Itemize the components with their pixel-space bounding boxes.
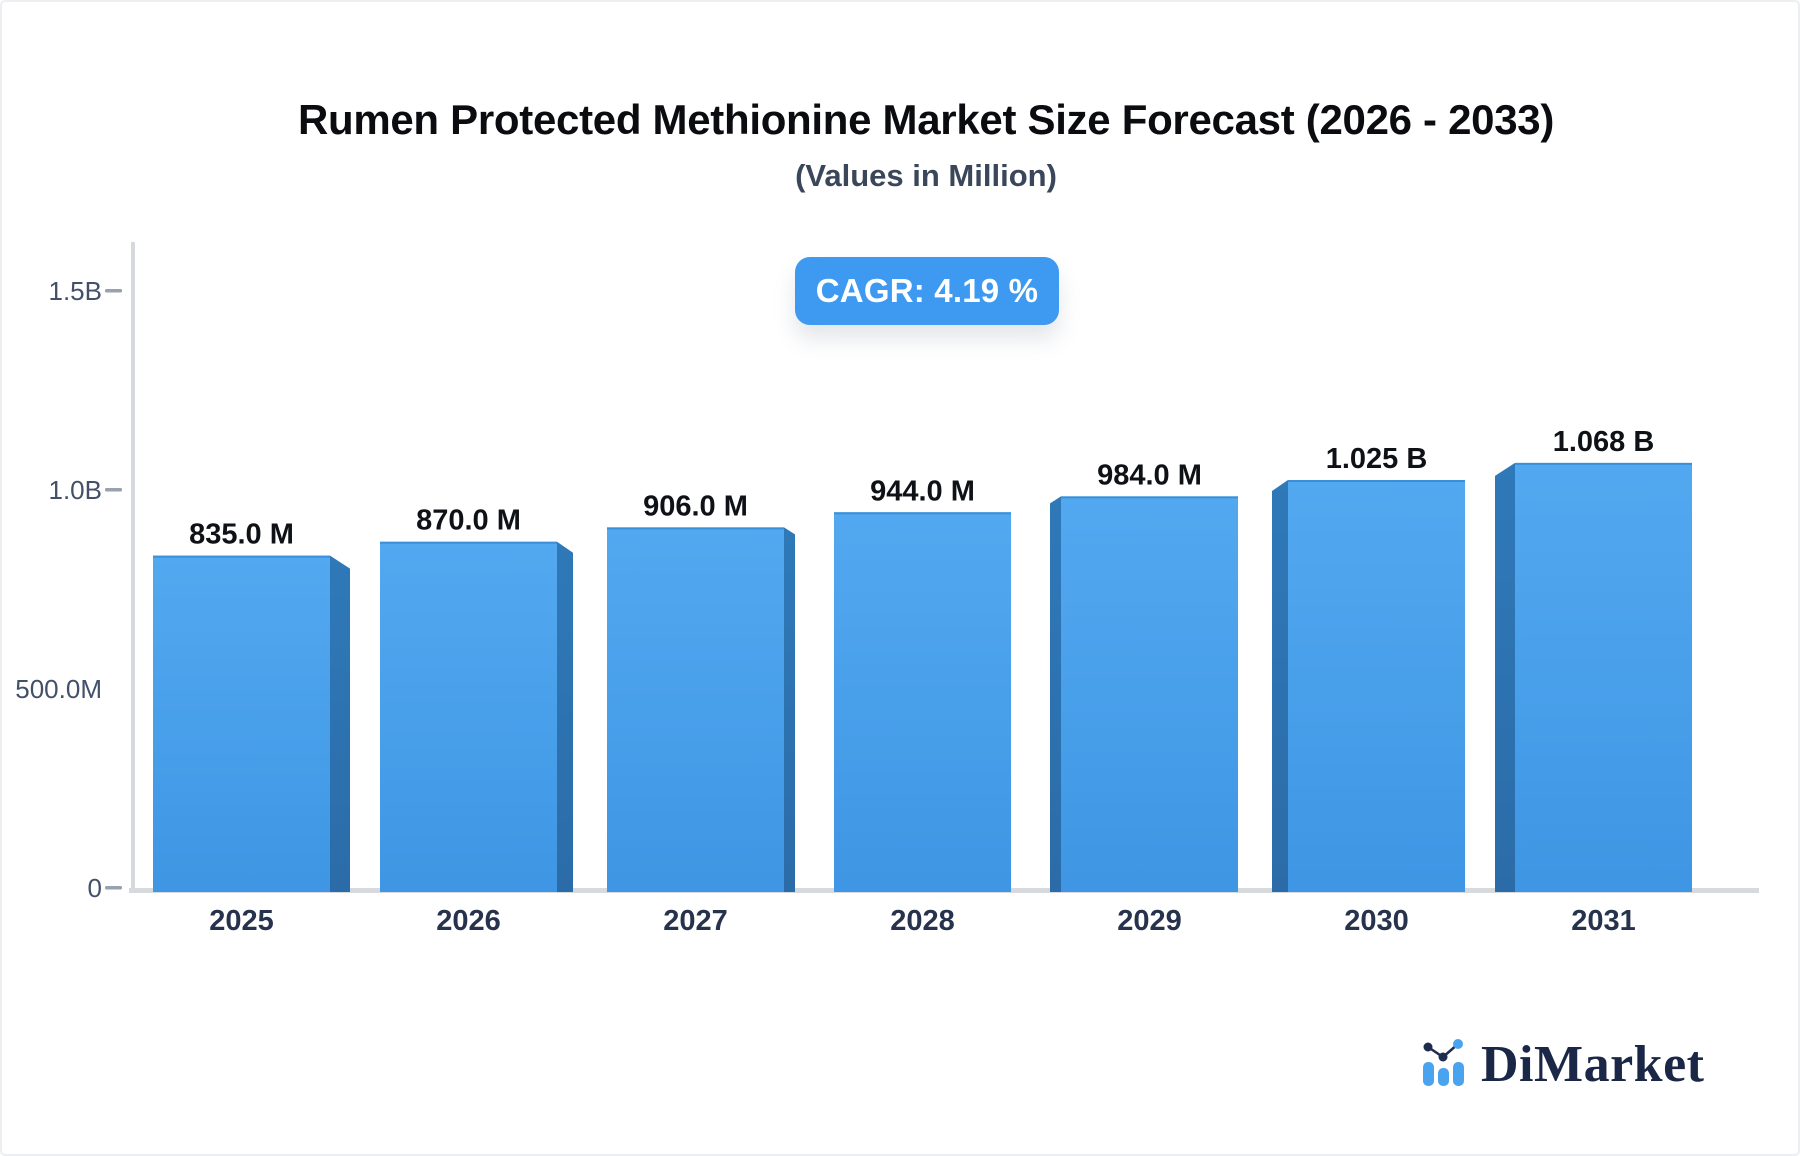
bar-front-face xyxy=(153,555,330,892)
brand-name: DiMarket xyxy=(1481,1036,1705,1093)
bar-value-label: 835.0 M xyxy=(189,519,294,551)
bar-2027: 906.0 M 2027 xyxy=(607,490,795,937)
bar-value-label: 906.0 M xyxy=(643,490,748,522)
x-category-label: 2028 xyxy=(890,905,955,937)
bar-value-label: 1.025 B xyxy=(1326,443,1428,475)
bar-2030: 1.025 B 2030 xyxy=(1272,443,1465,937)
bar-side-face xyxy=(557,541,573,892)
bar-side-face xyxy=(1050,496,1061,892)
x-category-label: 2031 xyxy=(1571,905,1636,937)
bar-front-face xyxy=(1061,496,1238,892)
bar-2029: 984.0 M 2029 xyxy=(1050,459,1238,937)
bar-value-label: 944.0 M xyxy=(870,475,975,507)
x-category-label: 2029 xyxy=(1117,905,1182,937)
bar-front-face xyxy=(380,541,557,892)
page-title: Rumen Protected Methionine Market Size F… xyxy=(297,96,1555,143)
x-category-label: 2025 xyxy=(209,905,274,937)
x-category-label: 2026 xyxy=(436,905,501,937)
bar-value-label: 1.068 B xyxy=(1553,426,1655,458)
y-tick-mark xyxy=(105,488,122,492)
cagr-badge-label: CAGR: 4.19 % xyxy=(815,272,1039,309)
bar-side-face xyxy=(330,555,350,892)
page-subtitle: (Values in Million) xyxy=(795,158,1057,193)
y-tick-label: 500.0M xyxy=(15,674,102,704)
bar-side-face xyxy=(784,527,795,892)
bar-value-label: 870.0 M xyxy=(416,505,521,537)
y-axis-line xyxy=(131,242,135,892)
y-tick-label: 1.5B xyxy=(49,276,103,306)
bar-front-face xyxy=(607,527,784,892)
bar-2025: 835.0 M 2025 xyxy=(153,519,350,937)
brand-logo: DiMarket xyxy=(1422,1038,1704,1092)
cagr-badge: CAGR: 4.19 % xyxy=(795,257,1059,325)
bar-front-face xyxy=(1515,462,1692,892)
y-tick-label: 1.0B xyxy=(49,475,103,505)
bar-2028: 944.0 M 2028 xyxy=(834,475,1011,937)
bar-front-face xyxy=(1288,480,1465,892)
x-category-label: 2030 xyxy=(1344,905,1409,937)
y-tick-label: 0 xyxy=(88,873,102,903)
bar-front-face xyxy=(834,512,1011,892)
y-tick-mark xyxy=(105,886,122,890)
bar-side-face xyxy=(1272,480,1288,892)
bar-2031: 1.068 B 2031 xyxy=(1495,426,1692,937)
mini-bar-chart-icon xyxy=(1423,1039,1464,1086)
y-tick-mark xyxy=(105,289,122,293)
x-category-label: 2027 xyxy=(663,905,728,937)
bar-side-face xyxy=(1495,462,1515,892)
bar-2026: 870.0 M 2026 xyxy=(380,505,573,937)
bar-value-label: 984.0 M xyxy=(1097,459,1202,491)
